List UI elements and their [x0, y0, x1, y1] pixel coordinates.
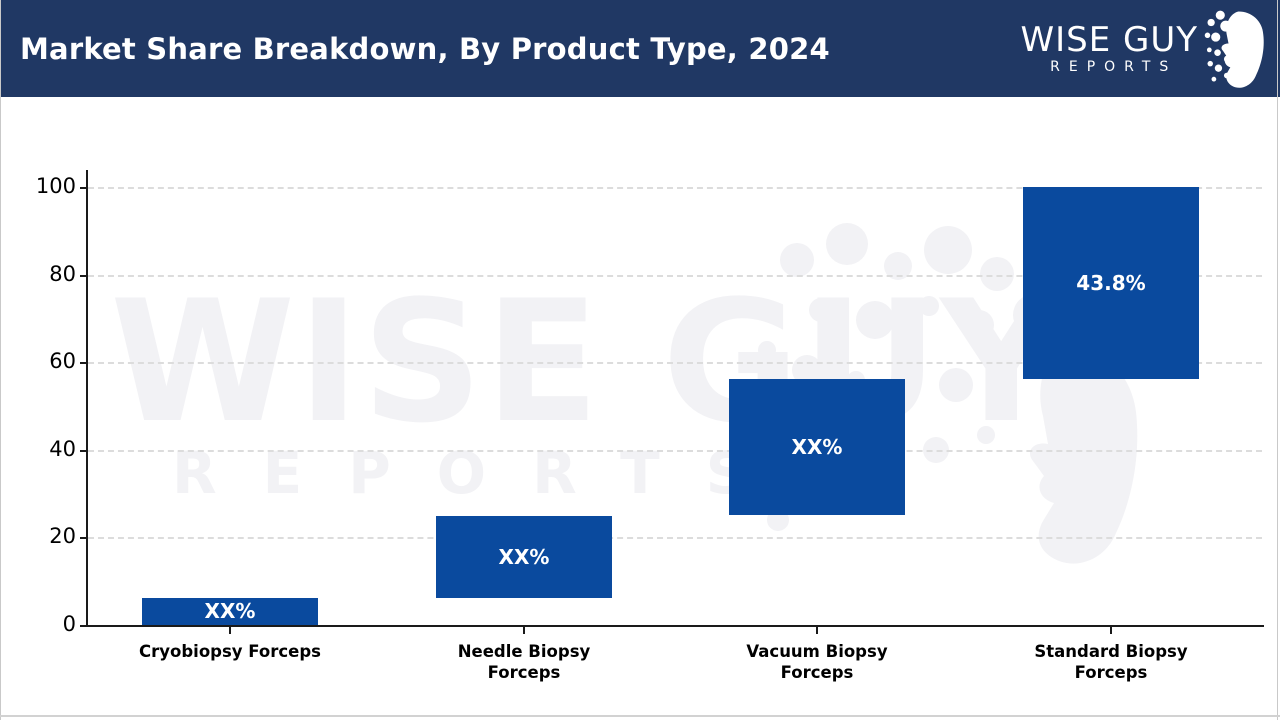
y-tick-60 — [80, 362, 88, 365]
gridline-40 — [88, 449, 1262, 452]
bar-segment-4: 43.8% — [1023, 187, 1199, 379]
brand-face-icon — [1204, 10, 1264, 88]
y-tick-0 — [80, 625, 88, 627]
page-border-right — [1277, 0, 1278, 720]
bar-value-label-2: XX% — [498, 544, 550, 569]
x-category-label-4: Standard Biopsy Forceps — [1001, 641, 1221, 683]
gridline-100 — [88, 187, 1262, 189]
bar-value-label-3: XX% — [791, 435, 843, 460]
page-border-left — [0, 0, 1, 720]
gridline-60 — [88, 362, 1262, 365]
y-axis-line — [86, 170, 88, 627]
watermark-reports-text: REPORTS — [172, 439, 794, 507]
y-tick-label-40: 40 — [49, 436, 76, 461]
y-tick-40 — [80, 449, 88, 452]
x-category-label-line: Needle Biopsy — [457, 642, 591, 661]
x-category-label-line: Forceps — [1074, 663, 1148, 682]
x-category-label-1: Cryobiopsy Forceps — [120, 641, 340, 662]
x-category-label-line: Forceps — [780, 663, 854, 682]
y-tick-label-20: 20 — [49, 524, 76, 549]
y-tick-100 — [80, 187, 88, 189]
x-category-label-line: Cryobiopsy Forceps — [139, 642, 321, 661]
x-category-label-line: Standard Biopsy — [1034, 642, 1188, 661]
gridline-20 — [88, 537, 1262, 540]
bar-value-label-1: XX% — [204, 599, 256, 624]
y-tick-20 — [80, 537, 88, 540]
x-tick-3 — [816, 627, 818, 634]
x-tick-2 — [523, 627, 525, 634]
y-tick-80 — [80, 274, 88, 277]
y-tick-label-80: 80 — [49, 261, 76, 286]
bar-value-label-4: 43.8% — [1076, 270, 1146, 295]
x-tick-4 — [1110, 627, 1112, 634]
x-category-label-line: Forceps — [487, 663, 561, 682]
brand-logo-text: WISE GUY REPORTS — [1020, 22, 1198, 76]
brand-logo: WISE GUY REPORTS — [1020, 7, 1280, 91]
bar-segment-2: XX% — [436, 515, 612, 598]
gridline-80 — [88, 274, 1262, 277]
bar-segment-1: XX% — [142, 597, 318, 625]
header-bar: Market Share Breakdown, By Product Type,… — [0, 0, 1280, 97]
x-category-label-2: Needle Biopsy Forceps — [414, 641, 634, 683]
x-category-label-3: Vacuum Biopsy Forceps — [707, 641, 927, 683]
brand-reports-text: REPORTS — [1050, 58, 1178, 75]
y-tick-label-60: 60 — [49, 349, 76, 374]
y-tick-label-100: 100 — [35, 174, 76, 198]
bar-segment-3: XX% — [729, 378, 905, 516]
page-border-bottom — [0, 715, 1280, 717]
brand-wordmark: WISE GUY — [1020, 19, 1198, 60]
x-category-label-line: Vacuum Biopsy — [746, 642, 888, 661]
page-title: Market Share Breakdown, By Product Type,… — [20, 31, 830, 66]
x-tick-1 — [229, 627, 231, 634]
y-tick-label-0: 0 — [62, 612, 76, 636]
x-axis-line — [86, 625, 1264, 627]
